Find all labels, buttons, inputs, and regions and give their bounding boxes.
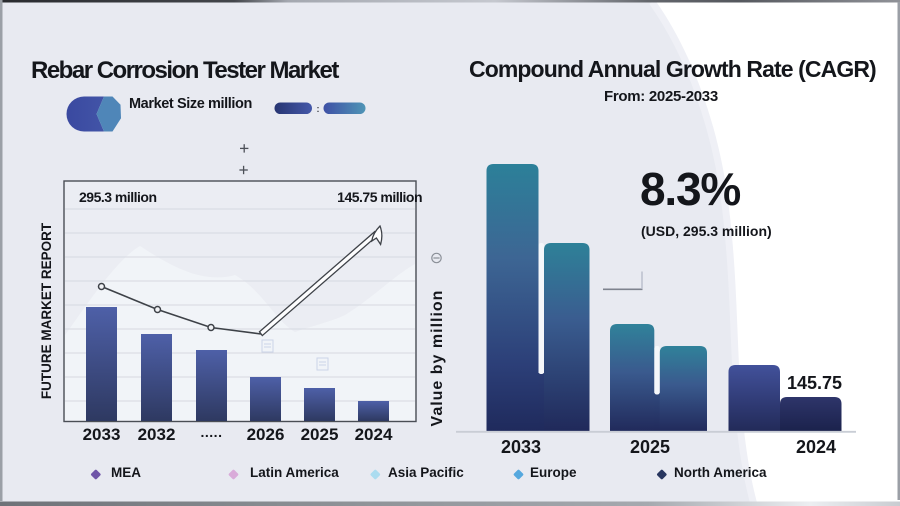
- svg-text::: :: [317, 104, 320, 114]
